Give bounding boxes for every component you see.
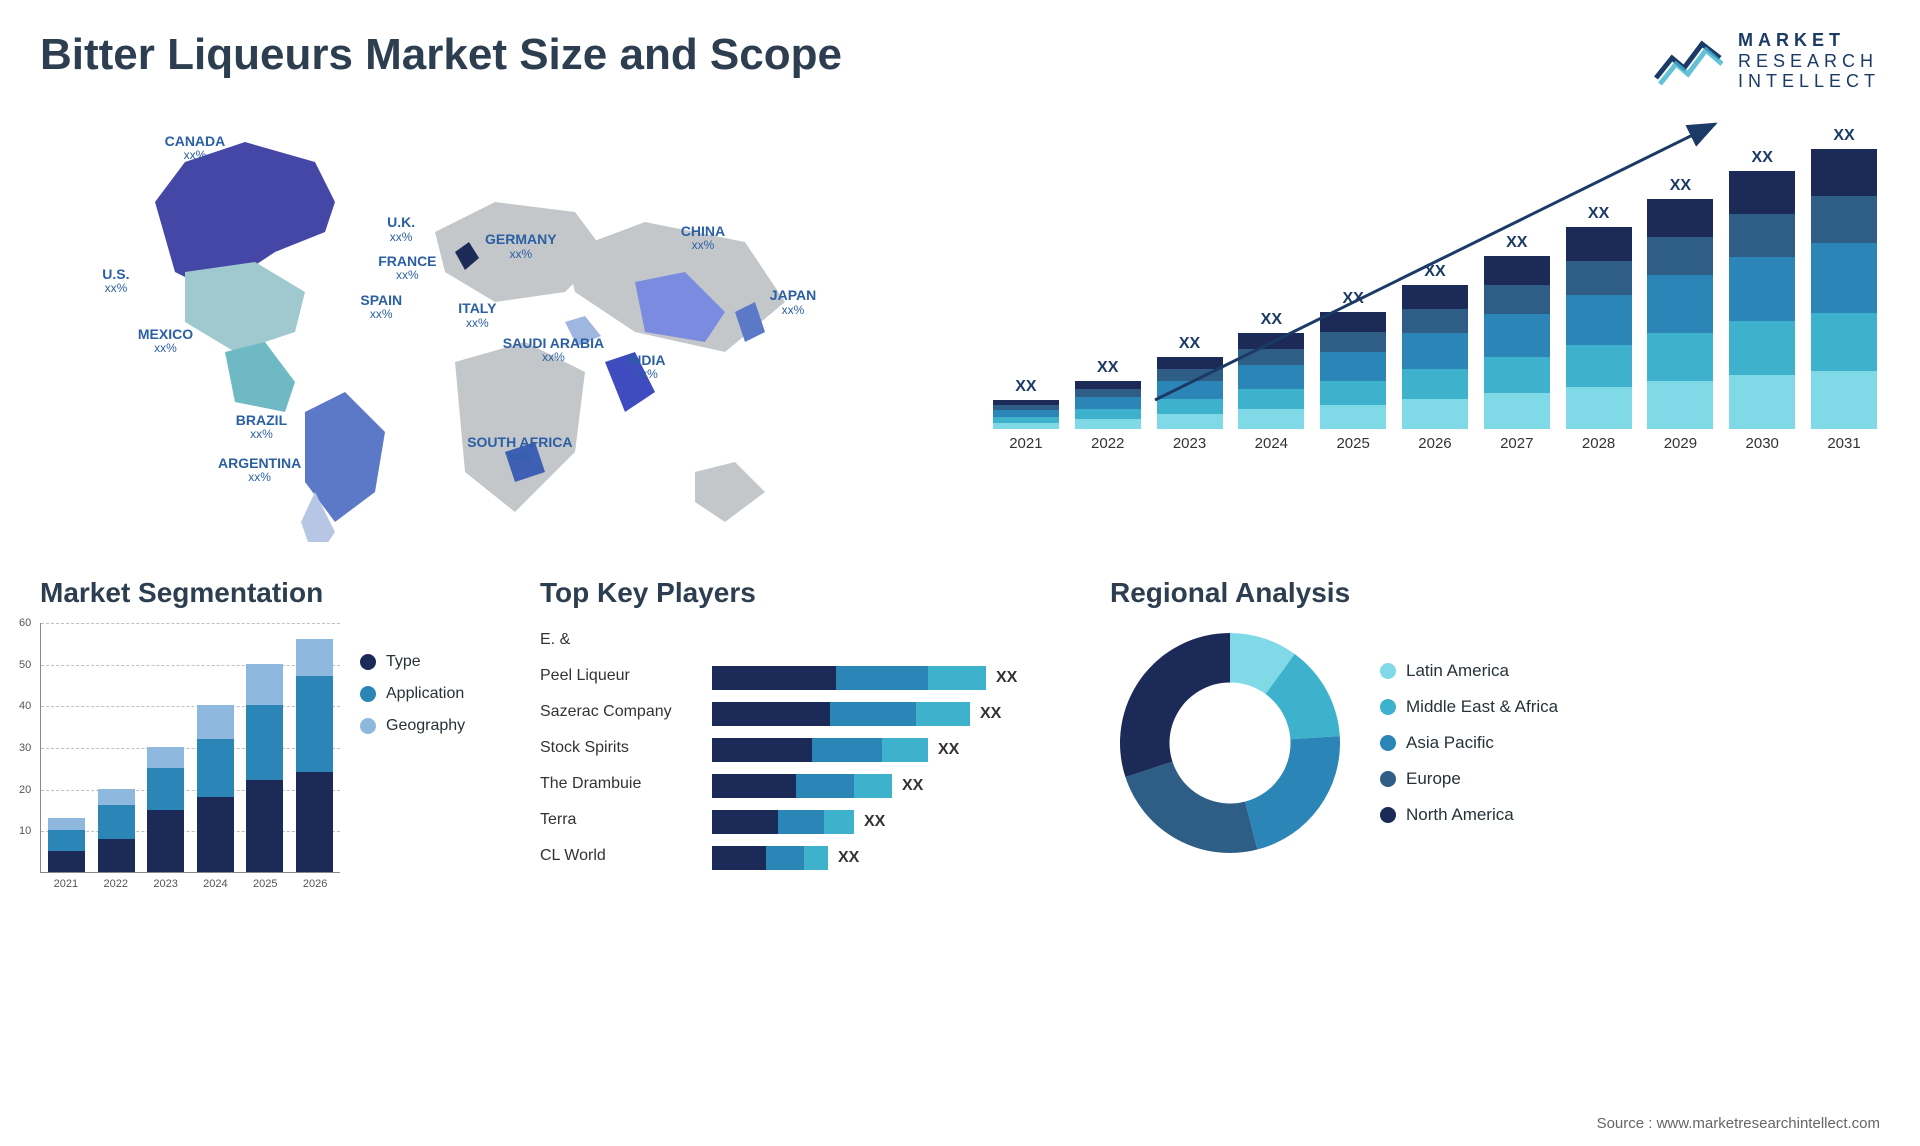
map-label: MEXICOxx%	[138, 327, 193, 356]
kp-label: Stock Spirits	[540, 731, 700, 764]
kp-bar: XX	[712, 808, 1080, 836]
seg-bar	[293, 639, 337, 872]
main-bar: XX2023	[1154, 335, 1226, 452]
kp-label: E. &	[540, 623, 700, 656]
seg-bar	[45, 818, 89, 872]
seg-bar	[144, 747, 188, 872]
kp-label: Terra	[540, 803, 700, 836]
kp-bar: XX	[712, 664, 1080, 692]
kp-bar: XX	[712, 736, 1080, 764]
map-label: U.S.xx%	[102, 267, 129, 296]
map-label: ARGENTINAxx%	[218, 456, 301, 485]
kp-bar: XX	[712, 700, 1080, 728]
source-credit: Source : www.marketresearchintellect.com	[1597, 1115, 1880, 1132]
legend-item: Europe	[1380, 769, 1558, 789]
brand-logo: MARKET RESEARCH INTELLECT	[1654, 30, 1880, 92]
main-bar: XX2030	[1726, 149, 1798, 452]
main-bar: XX2024	[1235, 311, 1307, 452]
legend-item: Latin America	[1380, 661, 1558, 681]
seg-bar	[95, 789, 139, 872]
legend-item: Application	[360, 685, 465, 703]
map-label: U.K.xx%	[387, 215, 415, 244]
main-bar-chart: XX2021XX2022XX2023XX2024XX2025XX2026XX20…	[990, 112, 1880, 542]
regional-panel: Regional Analysis Latin AmericaMiddle Ea…	[1110, 577, 1880, 873]
brand-mark-icon	[1654, 34, 1724, 88]
map-label: SPAINxx%	[360, 293, 402, 322]
main-bar: XX2028	[1563, 205, 1635, 452]
donut-slice	[1125, 762, 1257, 853]
donut-slice	[1120, 633, 1230, 777]
seg-bar	[194, 705, 238, 872]
legend-item: North America	[1380, 805, 1558, 825]
kp-label: CL World	[540, 839, 700, 872]
kp-label: Peel Liqueur	[540, 659, 700, 692]
map-label: CANADAxx%	[165, 134, 226, 163]
map-label: ITALYxx%	[458, 301, 496, 330]
map-label: SOUTH AFRICAxx%	[467, 435, 572, 464]
main-bar: XX2026	[1399, 263, 1471, 452]
kp-label: The Drambuie	[540, 767, 700, 800]
main-bar: XX2025	[1317, 290, 1389, 452]
page-title: Bitter Liqueurs Market Size and Scope	[40, 30, 842, 80]
donut-slice	[1245, 736, 1340, 849]
segmentation-legend: Type Application Geography	[360, 623, 465, 873]
donut-legend: Latin America Middle East & Africa Asia Pa…	[1380, 661, 1558, 825]
map-label: FRANCExx%	[378, 254, 436, 283]
map-label: BRAZILxx%	[236, 413, 287, 442]
main-bar: XX2021	[990, 378, 1062, 452]
legend-item: Geography	[360, 717, 465, 735]
map-label: JAPANxx%	[770, 288, 816, 317]
key-players-labels: E. &Peel LiqueurSazerac CompanyStock Spi…	[540, 623, 700, 872]
map-label: SAUDI ARABIAxx%	[503, 336, 604, 365]
kp-bar: XX	[712, 772, 1080, 800]
key-players-bars: XX XX XX XX XX XX	[712, 623, 1080, 872]
main-bar: XX2031	[1808, 127, 1880, 452]
legend-item: Asia Pacific	[1380, 733, 1558, 753]
kp-bar: XX	[712, 844, 1080, 872]
legend-item: Type	[360, 653, 465, 671]
main-bar: XX2022	[1072, 359, 1144, 452]
world-map-panel: CANADAxx% U.S.xx% MEXICOxx% BRAZILxx% ARGENT…	[40, 112, 930, 542]
segmentation-panel: Market Segmentation 10203040506020212022…	[40, 577, 510, 873]
seg-bar	[243, 664, 287, 872]
donut-chart	[1110, 623, 1350, 863]
map-label: GERMANYxx%	[485, 232, 557, 261]
map-label: INDIAxx%	[627, 353, 665, 382]
legend-item: Middle East & Africa	[1380, 697, 1558, 717]
segmentation-bar-chart: 102030405060202120222023202420252026	[40, 623, 340, 873]
main-bar: XX2029	[1645, 177, 1717, 452]
key-players-panel: Top Key Players E. &Peel LiqueurSazerac …	[540, 577, 1080, 873]
main-bar: XX2027	[1481, 234, 1553, 452]
map-label: CHINAxx%	[681, 224, 725, 253]
kp-label: Sazerac Company	[540, 695, 700, 728]
